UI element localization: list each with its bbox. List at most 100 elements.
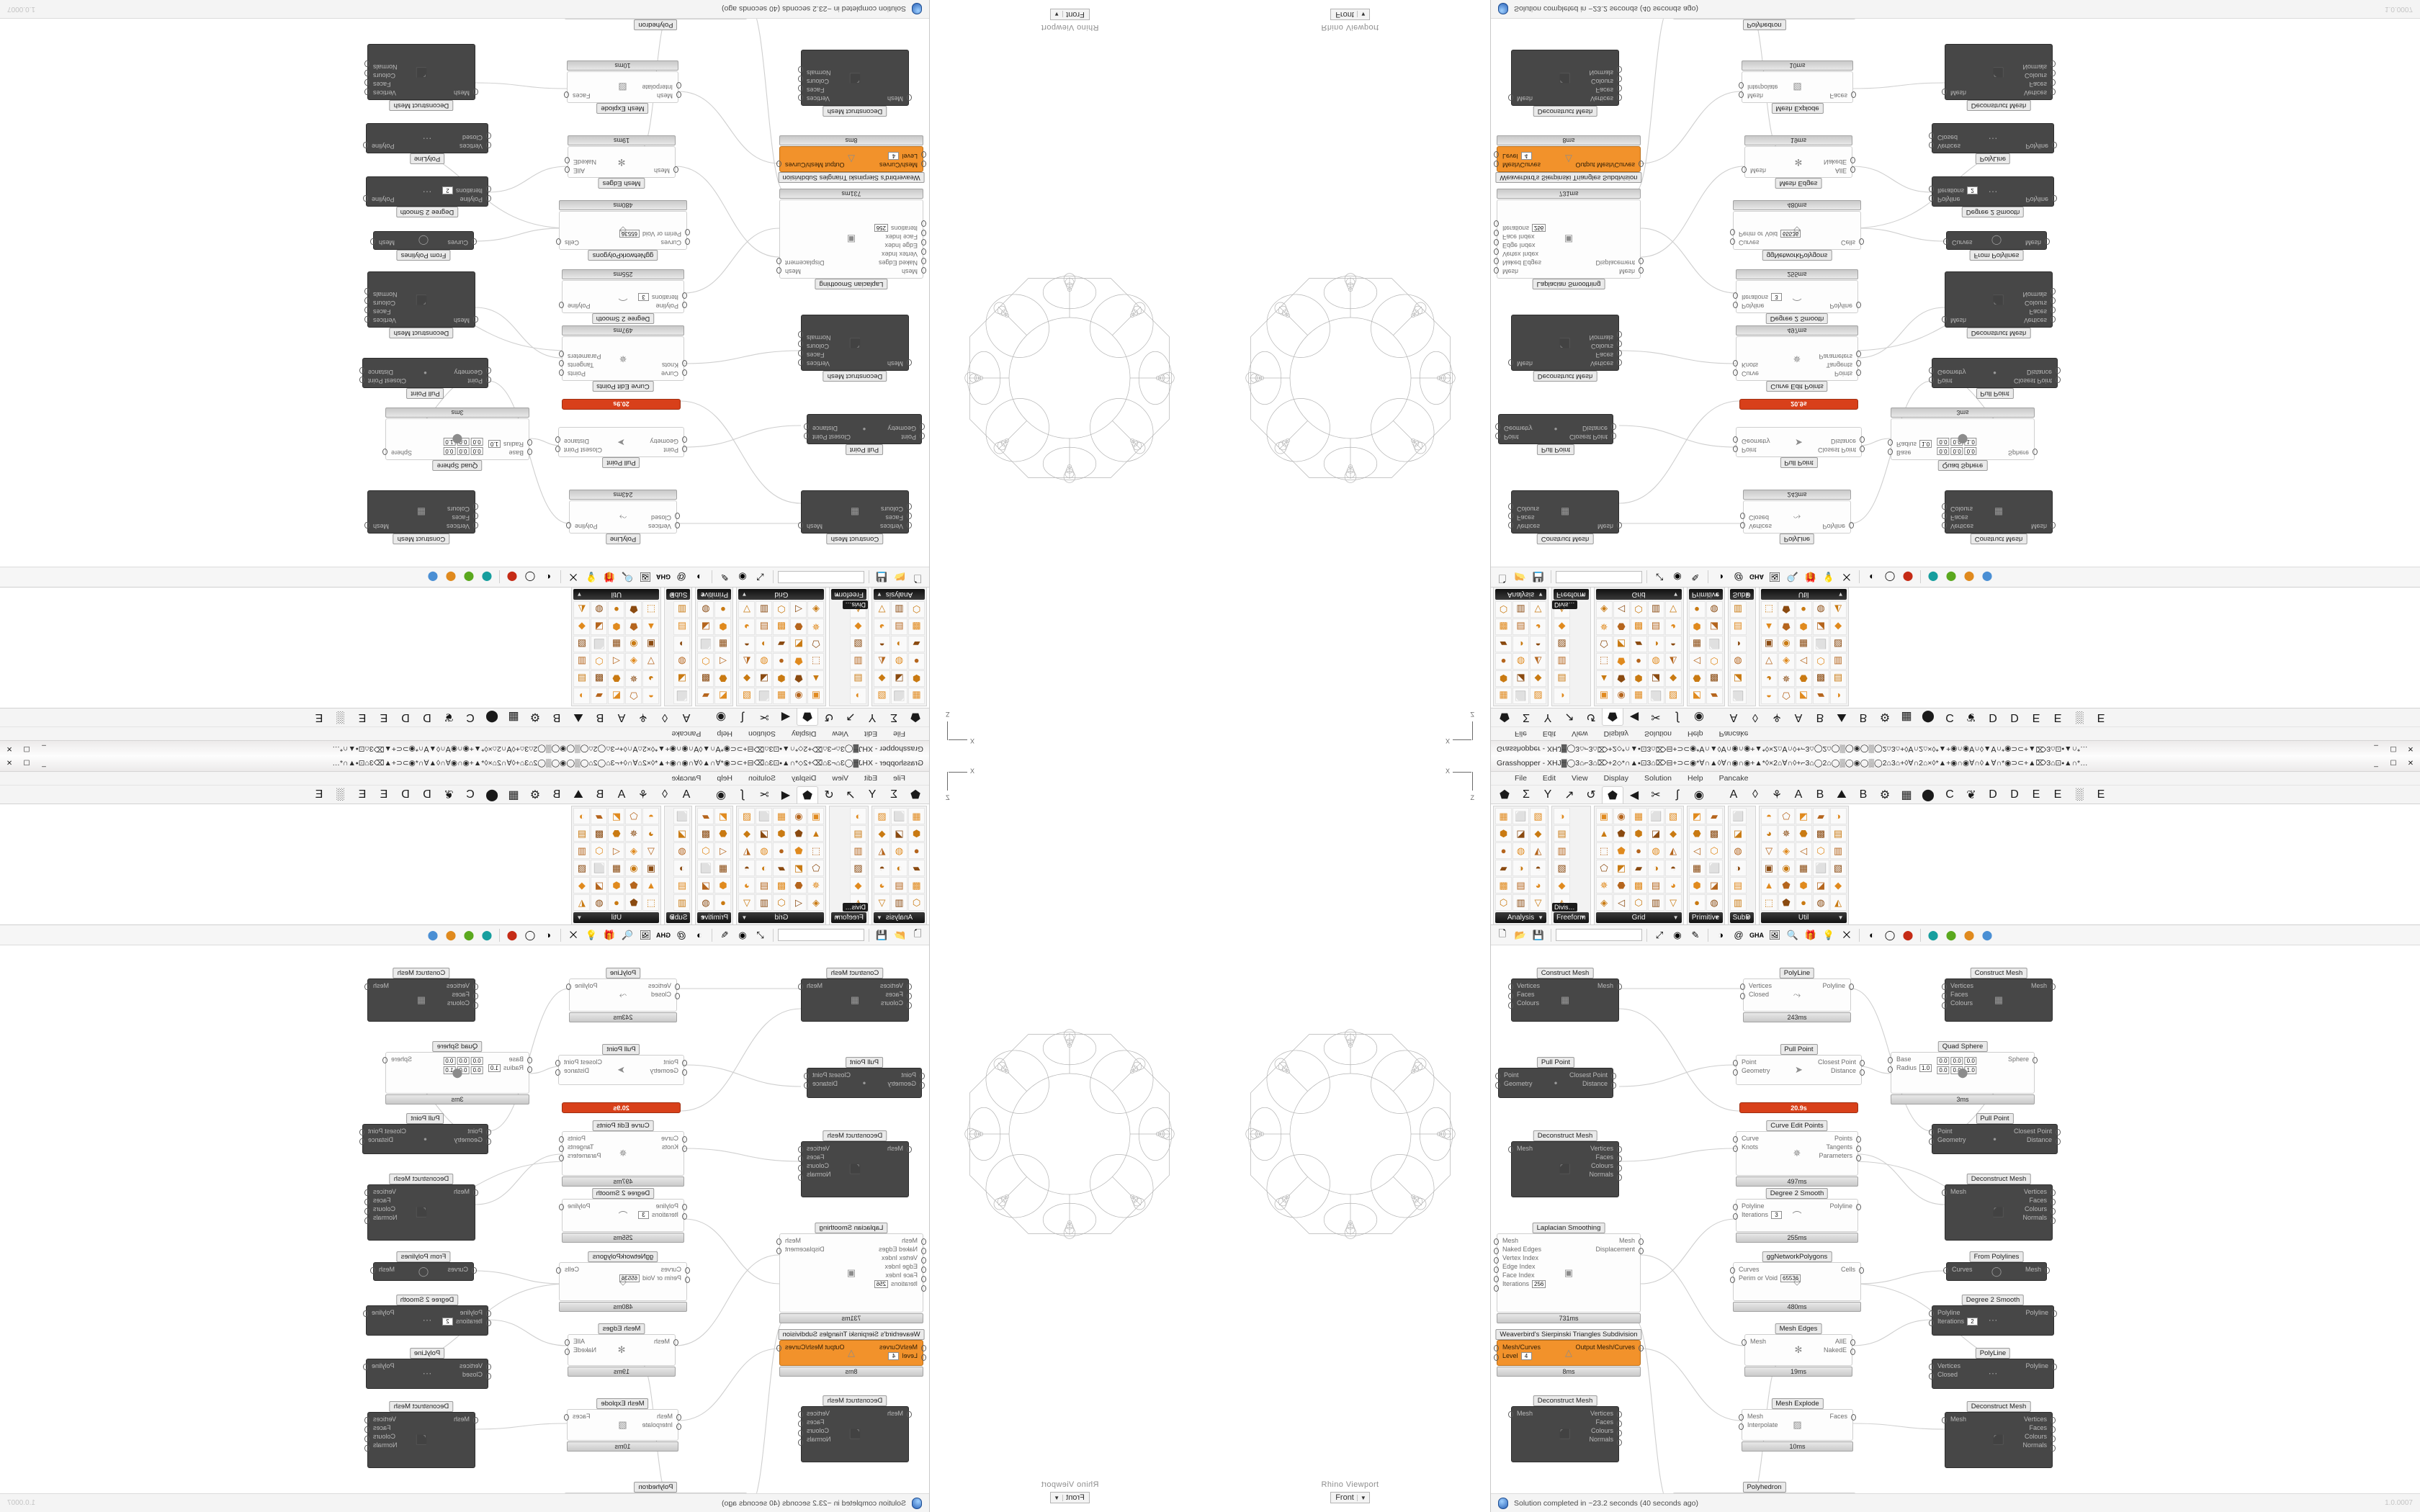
output-port[interactable] xyxy=(555,1060,560,1066)
output-port[interactable] xyxy=(1617,1146,1622,1153)
input-port[interactable] xyxy=(1508,984,1513,990)
input-port[interactable] xyxy=(921,1257,926,1264)
input-port[interactable] xyxy=(473,316,478,323)
node-input-label[interactable]: Polyline xyxy=(1742,1202,1765,1210)
node-body[interactable]: Mesh Faces Interpolate ▨ xyxy=(564,1409,681,1441)
node-body[interactable]: Point Closest Point Geometry Distance • xyxy=(359,358,491,388)
input-port[interactable] xyxy=(1942,1417,1947,1423)
tab-plugin-o-tab[interactable]: ⬤ xyxy=(1922,711,1935,723)
chevron-down-icon[interactable]: ▼ xyxy=(700,914,707,921)
node-deconstruct-mesh-1[interactable]: Deconstruct Mesh Mesh Vertices Faces Colours… xyxy=(1508,1130,1622,1197)
node-construct-mesh-2[interactable]: Construct Mesh Vertices Mesh Faces Colours ▦ xyxy=(1942,490,2056,544)
input-port[interactable] xyxy=(1929,1310,1934,1317)
node-output-label[interactable]: Mesh xyxy=(1597,982,1613,989)
output-port[interactable] xyxy=(804,1073,809,1079)
node-body[interactable]: Vertices Polyline Closed ⤳ xyxy=(1740,978,1854,1012)
input-port[interactable] xyxy=(1494,1238,1499,1245)
component-icon[interactable]: ▧ xyxy=(1530,688,1546,704)
component-icon[interactable]: ◪ xyxy=(591,877,608,894)
node-deconstruct-mesh-1[interactable]: Deconstruct Mesh Mesh Vertices Faces Colours… xyxy=(1508,315,1622,382)
panel-caption-primitive[interactable]: Primitive ▼ xyxy=(697,912,732,923)
component-icon[interactable]: ▰ xyxy=(1812,808,1829,824)
input-port[interactable] xyxy=(920,1073,925,1079)
menu-item-pancake[interactable]: Pancake xyxy=(671,729,702,738)
component-icon[interactable]: ◩ xyxy=(790,860,807,876)
material-green-icon[interactable]: ⬤ xyxy=(1945,572,1957,583)
component-icon[interactable]: ▲ xyxy=(642,877,660,894)
component-icon[interactable]: ▣ xyxy=(807,808,825,824)
node-input-field[interactable]: 1.0 xyxy=(1919,1064,1932,1072)
node-body[interactable]: Vertices Polyline Closed ⤳ xyxy=(566,978,680,1012)
node-input-field[interactable]: 3 xyxy=(637,1211,649,1219)
node-canvas[interactable]: Construct Mesh Vertices Mesh Faces Colours ▦ P… xyxy=(0,945,929,1493)
output-port[interactable] xyxy=(565,166,570,173)
material-teal-icon[interactable]: ⬤ xyxy=(481,929,493,940)
node-output-label[interactable]: Normals xyxy=(373,291,398,298)
input-port[interactable] xyxy=(682,436,687,443)
component-icon[interactable]: ⬠ xyxy=(1778,808,1795,824)
node-output-label[interactable]: Parameters xyxy=(568,353,601,360)
input-port[interactable] xyxy=(920,433,925,439)
component-icon[interactable]: ◓ xyxy=(1760,688,1778,704)
node-output-label[interactable]: Polyline xyxy=(372,1362,395,1369)
chevron-down-icon[interactable]: ▼ xyxy=(834,591,841,598)
node-mesh-explode[interactable]: Mesh Explode Mesh Faces Interpolate ▨ 10ms xyxy=(1739,1398,1856,1452)
viewport-view-selector[interactable]: Front ▼ xyxy=(1050,1492,1090,1503)
input-port[interactable] xyxy=(675,993,680,999)
node-input-label[interactable]: Mesh xyxy=(1750,167,1767,174)
input-port[interactable] xyxy=(1929,1320,1934,1326)
tab-plugin-a-tab[interactable]: A xyxy=(682,788,691,801)
component-icon[interactable]: ▰ xyxy=(1630,636,1647,652)
input-port[interactable] xyxy=(1494,1285,1499,1292)
component-icon[interactable]: ⬜ xyxy=(697,860,714,876)
wire-display-icon[interactable]: ◯ xyxy=(524,929,536,940)
input-port[interactable] xyxy=(1942,1189,1947,1196)
node-input-label[interactable]: Mesh xyxy=(1502,1237,1519,1244)
tab-intersect-tab[interactable]: ✂ xyxy=(759,789,769,801)
node-input-label[interactable]: Mesh xyxy=(1517,1410,1533,1417)
tab-plugin-g-tab[interactable]: ▦ xyxy=(1901,711,1912,723)
component-icon[interactable]: ✵ xyxy=(807,618,825,635)
tab-plugin-e4-tab[interactable]: E xyxy=(315,788,323,801)
node-body[interactable]: Mesh Vertices Faces Colours Normals ⬛ xyxy=(798,315,912,371)
component-icon[interactable]: ▥ xyxy=(891,601,908,618)
search-icon[interactable]: 🔍 xyxy=(1786,572,1799,583)
material-blue-icon[interactable]: ⬤ xyxy=(1981,572,1993,583)
component-icon[interactable]: ◍ xyxy=(673,653,691,670)
node-input-label[interactable]: Faces xyxy=(885,514,903,521)
component-icon[interactable]: ◁ xyxy=(1613,601,1630,618)
component-icon[interactable]: ⬢ xyxy=(908,825,925,842)
node-output-label[interactable]: Tangents xyxy=(568,1143,594,1151)
component-icon[interactable]: ⬢ xyxy=(773,670,790,687)
input-port[interactable] xyxy=(472,238,477,245)
node-body[interactable]: Mesh Vertices Faces Colours Normals ⬛ xyxy=(1942,1412,2056,1468)
chevron-down-icon[interactable]: ▼ xyxy=(834,914,841,921)
output-port[interactable] xyxy=(1617,1430,1622,1436)
output-port[interactable] xyxy=(566,522,571,528)
component-icon[interactable]: ▤ xyxy=(1829,825,1847,842)
component-icon[interactable]: ◕ xyxy=(738,877,756,894)
material-teal-icon[interactable]: ⬤ xyxy=(1927,929,1939,940)
input-port[interactable] xyxy=(682,1213,687,1220)
tab-display-tab[interactable]: ◉ xyxy=(1694,711,1704,723)
input-port[interactable] xyxy=(486,367,491,374)
node-input-label[interactable]: Mesh xyxy=(453,317,470,324)
close-button[interactable]: ✕ xyxy=(2407,744,2414,752)
output-port[interactable] xyxy=(2051,288,2056,294)
node-body[interactable]: Mesh Vertices Faces Colours Normals ⬛ xyxy=(1508,1406,1622,1462)
component-icon[interactable]: ▦ xyxy=(1688,636,1706,652)
output-port[interactable] xyxy=(1611,433,1616,439)
chevron-down-icon[interactable]: ▼ xyxy=(669,914,676,921)
node-construct-mesh-1[interactable]: Construct Mesh Vertices Mesh Faces Colours ▦ xyxy=(1508,490,1622,544)
output-port[interactable] xyxy=(776,267,781,274)
tab-intersect-tab[interactable]: ✂ xyxy=(759,711,769,723)
node-output-label[interactable]: Parameters xyxy=(568,1152,601,1159)
component-icon[interactable]: ◆ xyxy=(1554,618,1570,635)
node-body[interactable]: Point Closest Point Geometry Distance • xyxy=(1495,1068,1616,1098)
output-port[interactable] xyxy=(798,1146,803,1153)
component-icon[interactable]: ⬡ xyxy=(697,842,714,859)
node-construct-mesh-2[interactable]: Construct Mesh Vertices Mesh Faces Colours ▦ xyxy=(364,968,478,1022)
input-port[interactable] xyxy=(1733,436,1738,443)
component-icon[interactable]: ◩ xyxy=(714,808,732,824)
